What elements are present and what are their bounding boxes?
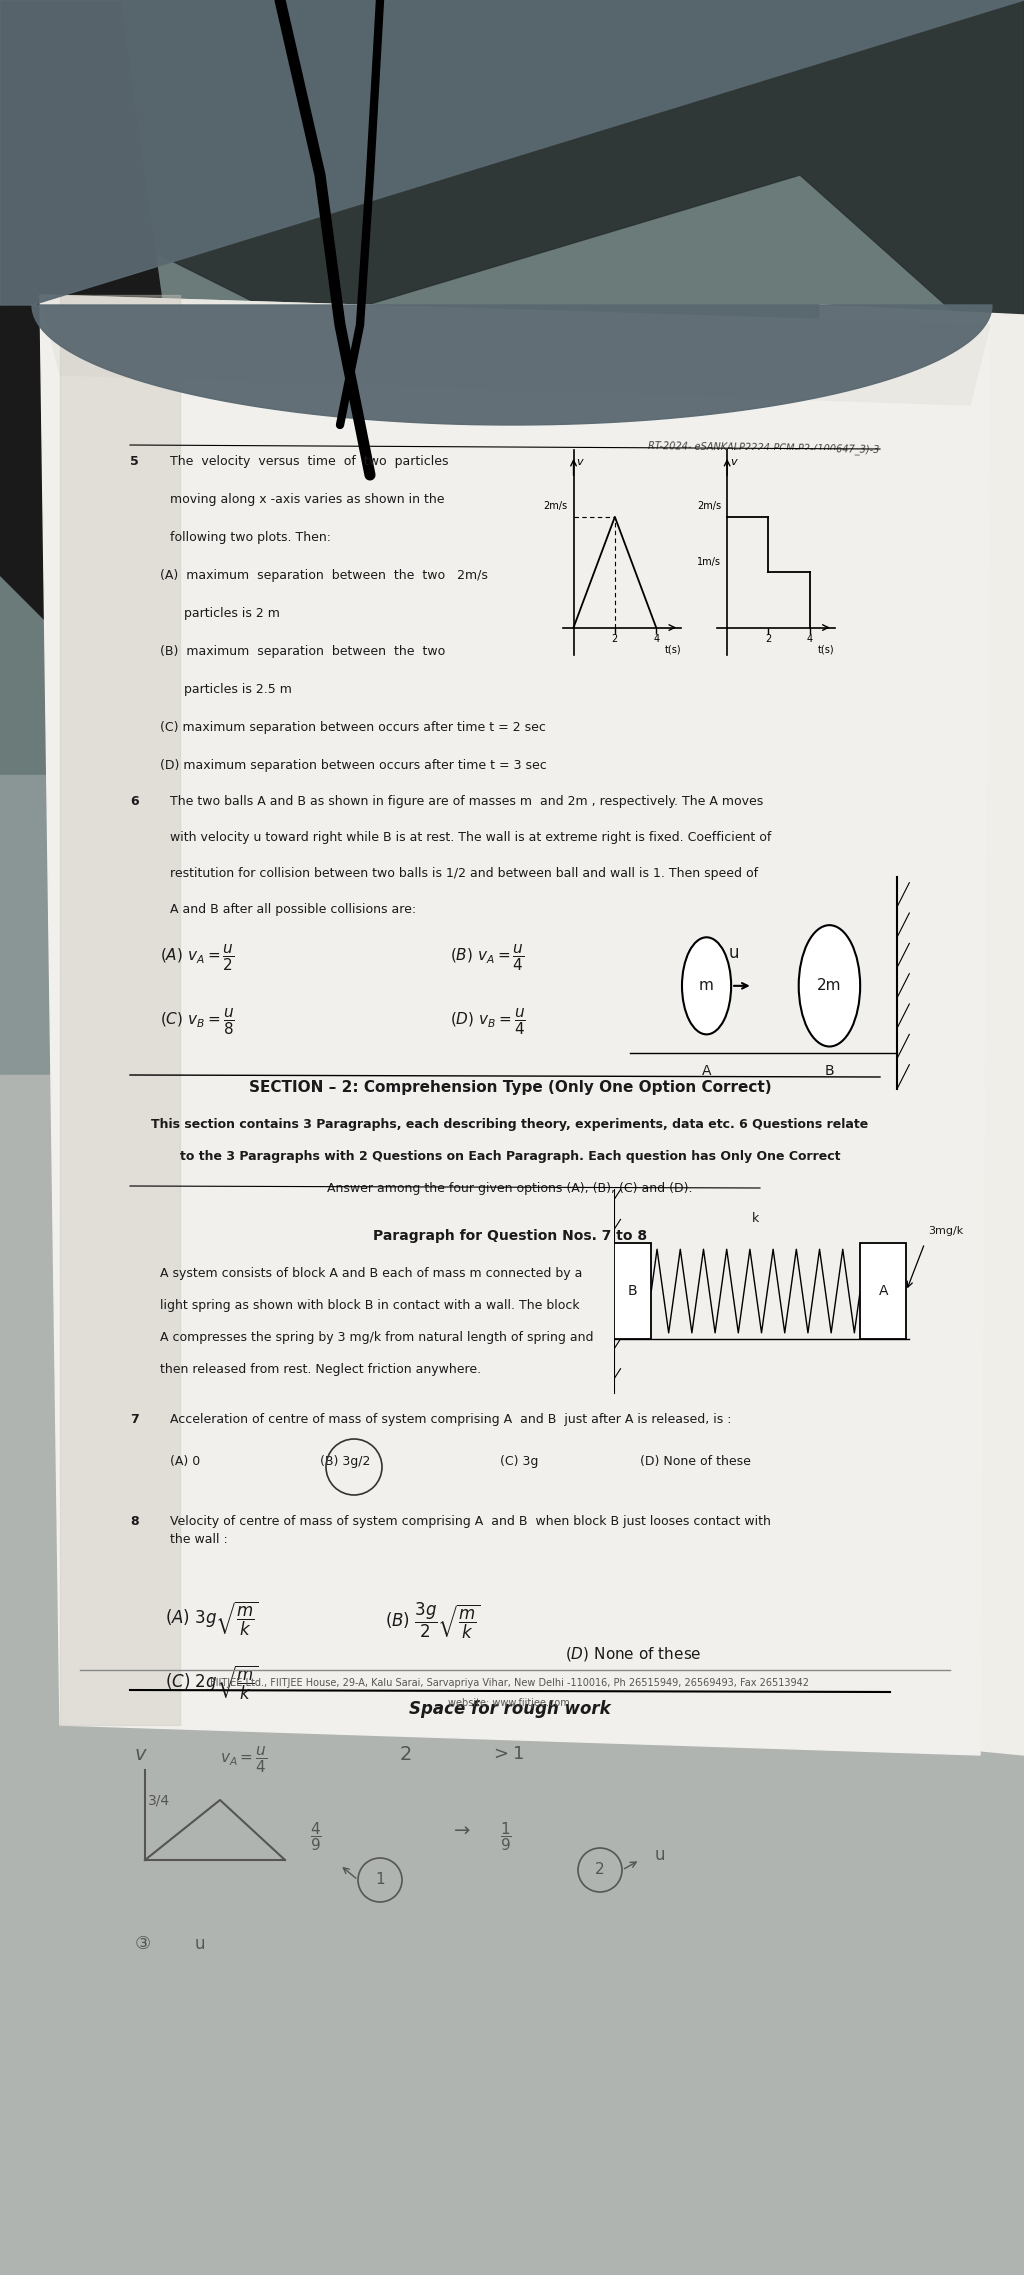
Text: 1m/s: 1m/s bbox=[697, 557, 721, 566]
Text: to the 3 Paragraphs with 2 Questions on Each Paragraph. Each question has Only O: to the 3 Paragraphs with 2 Questions on … bbox=[180, 1149, 841, 1163]
Text: 2: 2 bbox=[400, 1745, 413, 1763]
Text: then released from rest. Neglect friction anywhere.: then released from rest. Neglect frictio… bbox=[160, 1363, 481, 1376]
Text: A compresses the spring by 3 mg/k from natural length of spring and: A compresses the spring by 3 mg/k from n… bbox=[160, 1331, 594, 1345]
Text: 2m/s: 2m/s bbox=[696, 500, 721, 512]
Text: (C) maximum separation between occurs after time t = 2 sec: (C) maximum separation between occurs af… bbox=[160, 721, 546, 735]
Bar bbox=[614, 1242, 651, 1338]
Text: following two plots. Then:: following two plots. Then: bbox=[170, 530, 331, 544]
Text: $\dfrac{1}{9}$: $\dfrac{1}{9}$ bbox=[500, 1820, 512, 1852]
Text: 2m/s: 2m/s bbox=[543, 500, 567, 512]
Text: u: u bbox=[729, 944, 739, 962]
Text: 2: 2 bbox=[595, 1863, 605, 1877]
Text: SECTION – 2: Comprehension Type (Only One Option Correct): SECTION – 2: Comprehension Type (Only On… bbox=[249, 1081, 771, 1094]
Text: $(A)\ v_A = \dfrac{u}{2}$: $(A)\ v_A = \dfrac{u}{2}$ bbox=[160, 944, 234, 974]
Text: website: www.fiitjee.com.: website: www.fiitjee.com. bbox=[447, 1697, 572, 1709]
Text: 2m: 2m bbox=[817, 978, 842, 994]
Text: (B) 3g/2: (B) 3g/2 bbox=[319, 1456, 371, 1467]
Text: $> 1$: $> 1$ bbox=[490, 1745, 524, 1763]
Text: The two balls A and B as shown in figure are of masses m  and 2m , respectively.: The two balls A and B as shown in figure… bbox=[170, 794, 763, 808]
Polygon shape bbox=[0, 0, 1024, 375]
Text: (B)  maximum  separation  between  the  two: (B) maximum separation between the two bbox=[160, 646, 445, 657]
Text: v: v bbox=[135, 1745, 146, 1763]
Text: Paragraph for Question Nos. 7 to 8: Paragraph for Question Nos. 7 to 8 bbox=[373, 1228, 647, 1242]
Text: v: v bbox=[577, 457, 584, 466]
Circle shape bbox=[682, 937, 731, 1035]
Bar bbox=[860, 1242, 906, 1338]
Text: (A) 0: (A) 0 bbox=[170, 1456, 201, 1467]
Text: restitution for collision between two balls is 1/2 and between ball and wall is : restitution for collision between two ba… bbox=[170, 867, 758, 880]
Text: B: B bbox=[824, 1065, 835, 1078]
Text: (D) maximum separation between occurs after time t = 3 sec: (D) maximum separation between occurs af… bbox=[160, 760, 547, 771]
Text: A: A bbox=[701, 1065, 712, 1078]
Text: particles is 2 m: particles is 2 m bbox=[160, 607, 280, 621]
Text: (D) None of these: (D) None of these bbox=[640, 1456, 751, 1467]
Text: $(D)\ \mathrm{None\ of\ these}$: $(D)\ \mathrm{None\ of\ these}$ bbox=[565, 1645, 701, 1663]
Circle shape bbox=[799, 926, 860, 1046]
Text: light spring as shown with block B in contact with a wall. The block: light spring as shown with block B in co… bbox=[160, 1299, 580, 1313]
Text: $(B)\ v_A = \dfrac{u}{4}$: $(B)\ v_A = \dfrac{u}{4}$ bbox=[450, 944, 524, 974]
Text: 8: 8 bbox=[130, 1515, 138, 1529]
Text: 7: 7 bbox=[130, 1413, 138, 1426]
Text: $(C)\ v_B = \dfrac{u}{8}$: $(C)\ v_B = \dfrac{u}{8}$ bbox=[160, 1008, 234, 1037]
Polygon shape bbox=[40, 296, 990, 405]
Text: 3/4: 3/4 bbox=[148, 1793, 170, 1806]
Text: 1: 1 bbox=[375, 1872, 385, 1888]
Text: ③: ③ bbox=[135, 1936, 152, 1952]
Bar bbox=[0, 1076, 1024, 2275]
Text: t(s): t(s) bbox=[665, 644, 681, 655]
Text: 6: 6 bbox=[130, 794, 138, 808]
Text: $v_A = \dfrac{u}{4}$: $v_A = \dfrac{u}{4}$ bbox=[220, 1745, 267, 1774]
Text: A system consists of block A and B each of mass m connected by a: A system consists of block A and B each … bbox=[160, 1267, 583, 1281]
Text: A and B after all possible collisions are:: A and B after all possible collisions ar… bbox=[170, 903, 416, 917]
Bar bbox=[0, 776, 1024, 1076]
Text: $\rightarrow$: $\rightarrow$ bbox=[450, 1820, 471, 1838]
Bar bbox=[0, 0, 1024, 776]
Polygon shape bbox=[0, 0, 1024, 425]
Text: $\dfrac{4}{9}$: $\dfrac{4}{9}$ bbox=[310, 1820, 322, 1852]
Text: Space for rough work: Space for rough work bbox=[410, 1699, 610, 1718]
Text: Answer among the four given options (A), (B), (C) and (D).: Answer among the four given options (A),… bbox=[328, 1183, 693, 1194]
Text: t(s): t(s) bbox=[818, 644, 835, 655]
Text: $(D)\ v_B = \dfrac{u}{4}$: $(D)\ v_B = \dfrac{u}{4}$ bbox=[450, 1008, 525, 1037]
Polygon shape bbox=[60, 296, 180, 1724]
Text: m: m bbox=[699, 978, 714, 994]
Text: $(B)\ \dfrac{3g}{2}\sqrt{\dfrac{m}{k}}$: $(B)\ \dfrac{3g}{2}\sqrt{\dfrac{m}{k}}$ bbox=[385, 1599, 481, 1640]
Text: (C) 3g: (C) 3g bbox=[500, 1456, 539, 1467]
Text: A: A bbox=[879, 1283, 888, 1299]
Text: This section contains 3 Paragraphs, each describing theory, experiments, data et: This section contains 3 Paragraphs, each… bbox=[152, 1117, 868, 1131]
Text: particles is 2.5 m: particles is 2.5 m bbox=[160, 682, 292, 696]
Text: moving along x -axis varies as shown in the: moving along x -axis varies as shown in … bbox=[170, 494, 444, 505]
Polygon shape bbox=[820, 305, 1024, 1754]
Polygon shape bbox=[40, 296, 990, 1754]
Text: u: u bbox=[655, 1845, 666, 1863]
Text: u: u bbox=[195, 1936, 206, 1952]
Text: $(C)\ 2g\sqrt{\dfrac{m}{k}}$: $(C)\ 2g\sqrt{\dfrac{m}{k}}$ bbox=[165, 1663, 259, 1702]
Text: B: B bbox=[628, 1283, 638, 1299]
Text: The  velocity  versus  time  of  two  particles: The velocity versus time of two particle… bbox=[170, 455, 449, 469]
Text: 3mg/k: 3mg/k bbox=[928, 1226, 963, 1235]
Text: with velocity u toward right while B is at rest. The wall is at extreme right is: with velocity u toward right while B is … bbox=[170, 830, 771, 844]
Text: 5: 5 bbox=[130, 455, 138, 469]
Text: $(A)\ 3g\sqrt{\dfrac{m}{k}}$: $(A)\ 3g\sqrt{\dfrac{m}{k}}$ bbox=[165, 1599, 259, 1638]
Text: v: v bbox=[730, 457, 737, 466]
Text: Acceleration of centre of mass of system comprising A  and B  just after A is re: Acceleration of centre of mass of system… bbox=[170, 1413, 731, 1426]
Text: k: k bbox=[752, 1213, 760, 1226]
Text: FIITJEE Ltd., FIITJEE House, 29-A, Kalu Sarai, Sarvapriya Vihar, New Delhi -1100: FIITJEE Ltd., FIITJEE House, 29-A, Kalu … bbox=[211, 1679, 810, 1688]
Text: RT-2024- eSANKALP2224-PCM-P2-(100647_3)-3: RT-2024- eSANKALP2224-PCM-P2-(100647_3)-… bbox=[648, 439, 880, 455]
Text: (A)  maximum  separation  between  the  two   2m/s: (A) maximum separation between the two 2… bbox=[160, 569, 487, 582]
Text: Velocity of centre of mass of system comprising A  and B  when block B just loos: Velocity of centre of mass of system com… bbox=[170, 1515, 771, 1547]
Polygon shape bbox=[0, 0, 200, 626]
